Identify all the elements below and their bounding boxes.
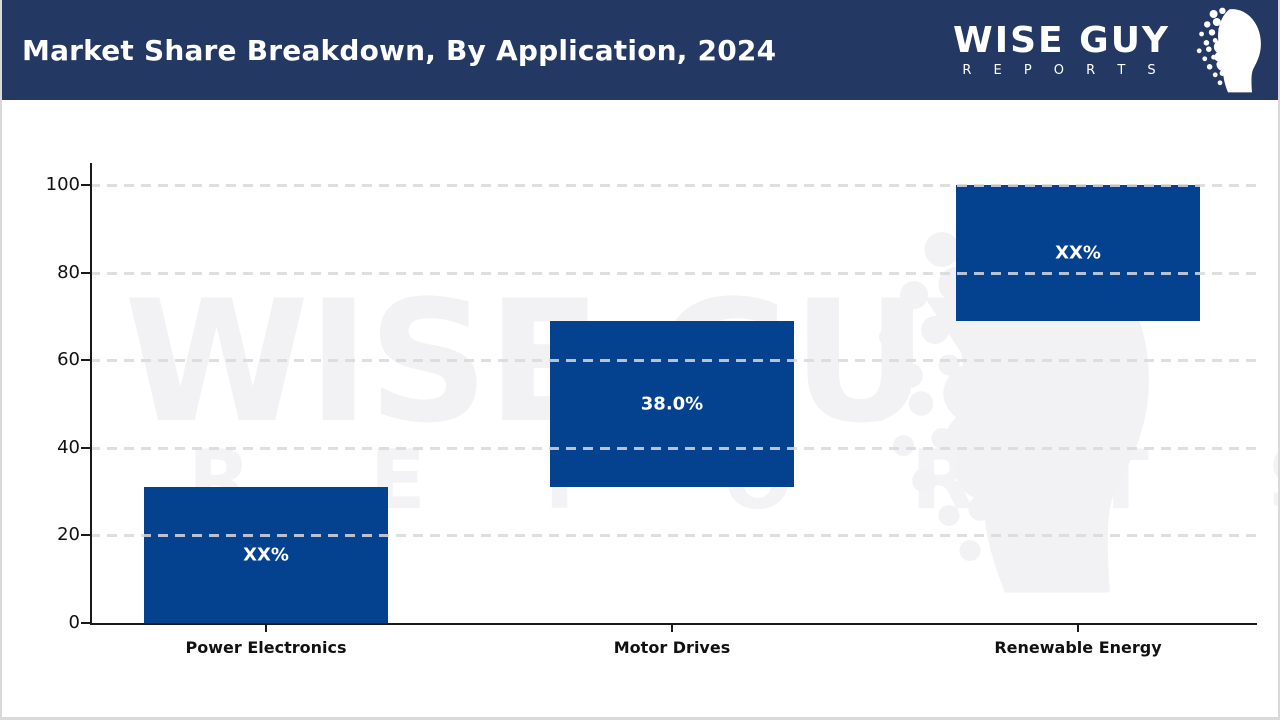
x-axis-tick xyxy=(265,624,267,632)
y-axis-tick-label: 60 xyxy=(57,349,80,371)
y-axis-tick xyxy=(81,359,90,362)
bar-value-label: 38.0% xyxy=(640,393,704,415)
y-axis-tick-label: 0 xyxy=(68,612,80,633)
bar-value-label: XX% xyxy=(1055,242,1101,264)
wise-guy-reports-logo: WISE GUY R E P O R T S xyxy=(953,4,1272,96)
y-axis-tick xyxy=(81,534,90,537)
logo-text: WISE GUY R E P O R T S xyxy=(952,19,1170,78)
y-axis-tick-label: 80 xyxy=(57,261,80,283)
logo-subtitle: R E P O R T S xyxy=(962,62,1165,78)
x-axis-line xyxy=(90,623,1257,625)
gridline-60 xyxy=(90,359,1257,363)
gridline-40 xyxy=(90,446,1257,450)
y-axis-tick-label: 100 xyxy=(45,174,80,195)
header-bar: Market Share Breakdown, By Application, … xyxy=(2,0,1278,100)
x-axis-category-label: Motor Drives xyxy=(613,638,731,657)
x-axis-category-label: Power Electronics xyxy=(185,638,347,657)
page-title: Market Share Breakdown, By Application, … xyxy=(22,33,777,67)
x-axis-tick xyxy=(1077,624,1079,632)
x-axis-category-label: Renewable Energy xyxy=(994,638,1162,657)
y-axis-tick-label: 40 xyxy=(57,436,80,458)
logo-wordmark: WISE GUY xyxy=(952,19,1170,61)
y-axis-tick xyxy=(81,271,90,274)
x-axis-tick xyxy=(671,624,673,632)
y-axis-tick-label: 20 xyxy=(57,524,80,546)
y-axis-tick xyxy=(81,622,90,624)
y-axis-line xyxy=(90,163,92,625)
y-axis-tick xyxy=(81,446,90,449)
face-profile-icon xyxy=(1196,7,1261,93)
gridline-20 xyxy=(90,534,1257,538)
bar-power-electronics xyxy=(144,487,388,623)
bar-motor-drives xyxy=(550,320,794,488)
bar-renewable-energy xyxy=(956,185,1200,321)
y-axis-tick xyxy=(81,184,90,186)
bar-value-label: XX% xyxy=(243,544,289,566)
gridline-80 xyxy=(90,271,1257,275)
gridline-100 xyxy=(90,184,1257,187)
